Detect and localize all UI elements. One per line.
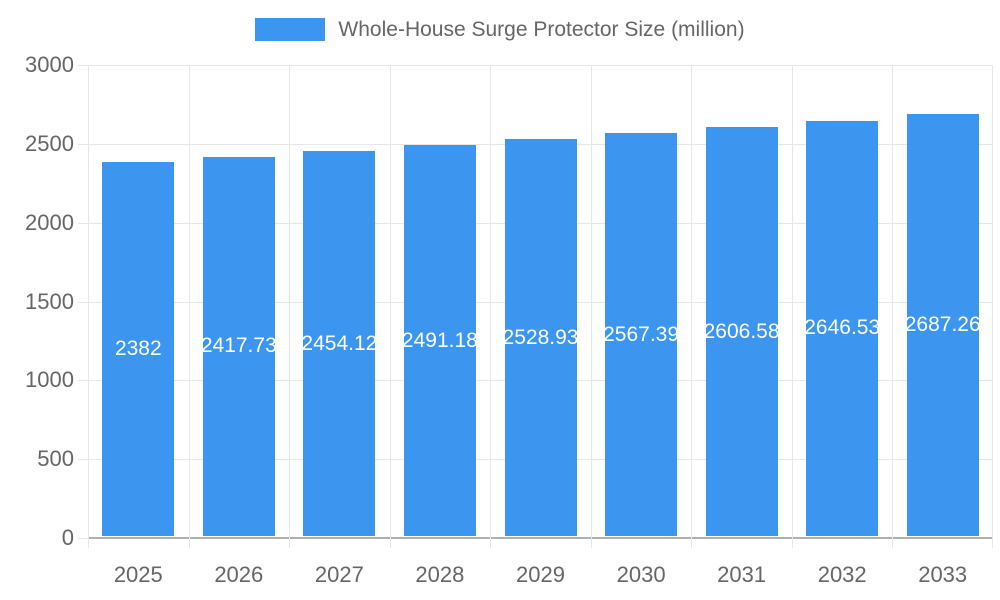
- x-tick-mark: [490, 538, 491, 548]
- legend-label: Whole-House Surge Protector Size (millio…: [338, 18, 745, 41]
- bar-2025[interactable]: 2382: [102, 162, 175, 536]
- chart-legend: Whole-House Surge Protector Size (millio…: [0, 18, 1000, 41]
- x-tick-mark: [992, 538, 993, 548]
- x-tick-label: 2028: [415, 562, 465, 587]
- x-tick-mark: [591, 538, 592, 548]
- y-tick-mark: [78, 380, 88, 382]
- bar-value-label: 2382: [114, 337, 162, 361]
- x-tick-label: 2033: [918, 562, 968, 587]
- x-tick-label: 2031: [717, 562, 767, 587]
- y-tick-label: 2500: [25, 130, 74, 156]
- y-tick-mark: [78, 301, 88, 303]
- legend-item-series[interactable]: Whole-House Surge Protector Size (millio…: [255, 18, 745, 41]
- bar-value-label: 2417.73: [202, 334, 275, 358]
- bar-value-label: 2606.58: [705, 319, 778, 343]
- vertical-gridline: [591, 65, 592, 538]
- x-tick-mark: [289, 538, 290, 548]
- y-tick-label: 3000: [25, 52, 74, 77]
- x-tick-mark: [390, 538, 391, 548]
- vertical-gridline: [992, 65, 993, 538]
- plot-area: 2382 2417.73 2454.12 2491.18 2528.93 2567.39 2…: [88, 65, 993, 539]
- x-tick-label: 2026: [214, 562, 264, 587]
- bar-value-label: 2567.39: [605, 322, 678, 346]
- bar-2032[interactable]: 2646.53: [806, 120, 879, 536]
- bar-value-label: 2491.18: [403, 328, 476, 352]
- bar-2033[interactable]: 2687.26: [906, 114, 979, 536]
- bar-2026[interactable]: 2417.73: [202, 156, 275, 536]
- vertical-gridline: [88, 65, 89, 538]
- y-tick-label: 2000: [25, 209, 74, 235]
- vertical-gridline: [390, 65, 391, 538]
- vertical-gridline: [892, 65, 893, 538]
- vertical-gridline: [691, 65, 692, 538]
- bar-2028[interactable]: 2491.18: [403, 145, 476, 536]
- x-tick-label: 2027: [314, 562, 364, 587]
- x-tick-mark: [88, 538, 89, 548]
- x-tick-label: 2032: [817, 562, 867, 587]
- x-tick-mark: [892, 538, 893, 548]
- bar-2031[interactable]: 2606.58: [705, 127, 778, 536]
- bar-2030[interactable]: 2567.39: [605, 133, 678, 536]
- bar-2029[interactable]: 2528.93: [504, 139, 577, 536]
- x-axis-baseline: [88, 537, 993, 539]
- vertical-gridline: [189, 65, 190, 538]
- x-tick-mark: [189, 538, 190, 548]
- x-tick-mark: [792, 538, 793, 548]
- bar-value-label: 2454.12: [303, 331, 376, 355]
- y-tick-mark: [78, 538, 88, 539]
- horizontal-gridline: [88, 65, 993, 66]
- bar-value-label: 2687.26: [906, 313, 979, 337]
- bar-value-label: 2646.53: [806, 316, 879, 340]
- x-tick-label: 2029: [516, 562, 565, 587]
- y-tick-label: 1500: [25, 288, 74, 314]
- y-tick-mark: [78, 65, 88, 66]
- vertical-gridline: [490, 65, 491, 538]
- y-tick-mark: [78, 143, 88, 145]
- legend-swatch-icon: [255, 18, 326, 41]
- vertical-gridline: [289, 65, 290, 538]
- y-tick-mark: [78, 222, 88, 224]
- y-tick-label: 0: [61, 525, 74, 550]
- x-tick-label: 2025: [113, 562, 163, 587]
- y-tick-label: 500: [37, 446, 74, 472]
- bar-value-label: 2528.93: [504, 325, 577, 349]
- x-tick-mark: [691, 538, 692, 548]
- y-tick-label: 1000: [25, 367, 74, 393]
- bar-2027[interactable]: 2454.12: [303, 151, 376, 536]
- y-tick-mark: [78, 459, 88, 461]
- x-tick-label: 2030: [616, 562, 666, 587]
- vertical-gridline: [792, 65, 793, 538]
